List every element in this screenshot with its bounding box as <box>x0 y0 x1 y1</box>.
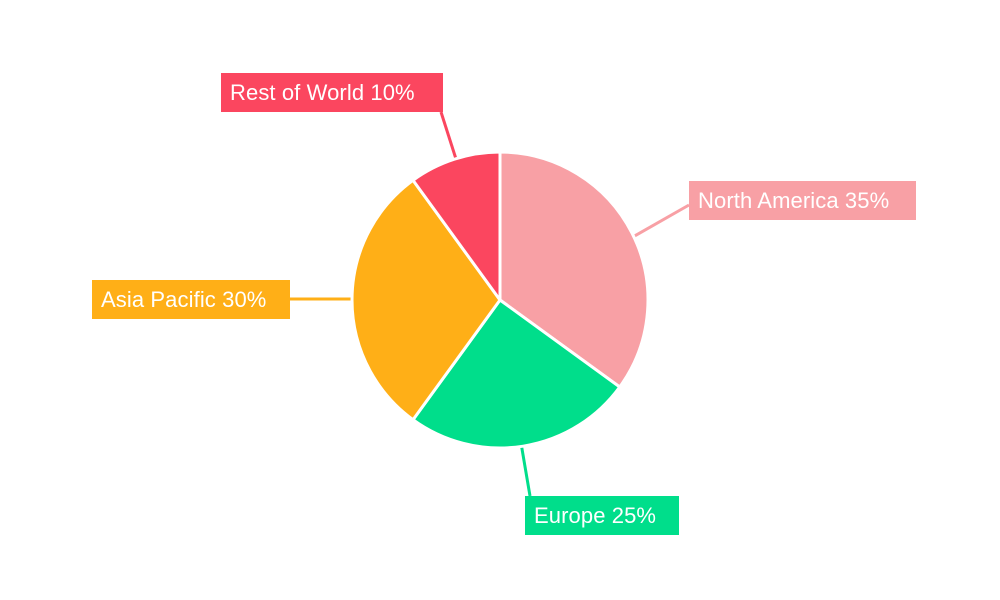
leader-line-group <box>290 111 690 497</box>
pie-label-europe[interactable]: Europe 25% <box>525 496 679 535</box>
pie-label-asia-pacific[interactable]: Asia Pacific 30% <box>92 280 290 319</box>
pie-slice-north-america[interactable] <box>498 150 650 389</box>
pie-label-text: North America 35% <box>698 187 890 213</box>
pie-slice-asia-pacific[interactable] <box>350 178 502 422</box>
pie-slice-group <box>350 150 650 450</box>
pie-label-north-america[interactable]: North America 35% <box>689 181 916 220</box>
pie-label-text: Europe 25% <box>534 502 657 528</box>
pie-label-rest-of-world[interactable]: Rest of World 10% <box>221 73 443 112</box>
leader-line-north-america <box>630 203 690 240</box>
pie-label-text: Rest of World 10% <box>230 79 415 105</box>
leader-line-rest-of-world <box>439 111 458 160</box>
pie-slice-rest-of-world[interactable] <box>411 150 502 302</box>
pie-slice-europe[interactable] <box>411 298 622 450</box>
leader-line-europe <box>519 442 532 497</box>
pie-label-text: Asia Pacific 30% <box>101 286 267 312</box>
